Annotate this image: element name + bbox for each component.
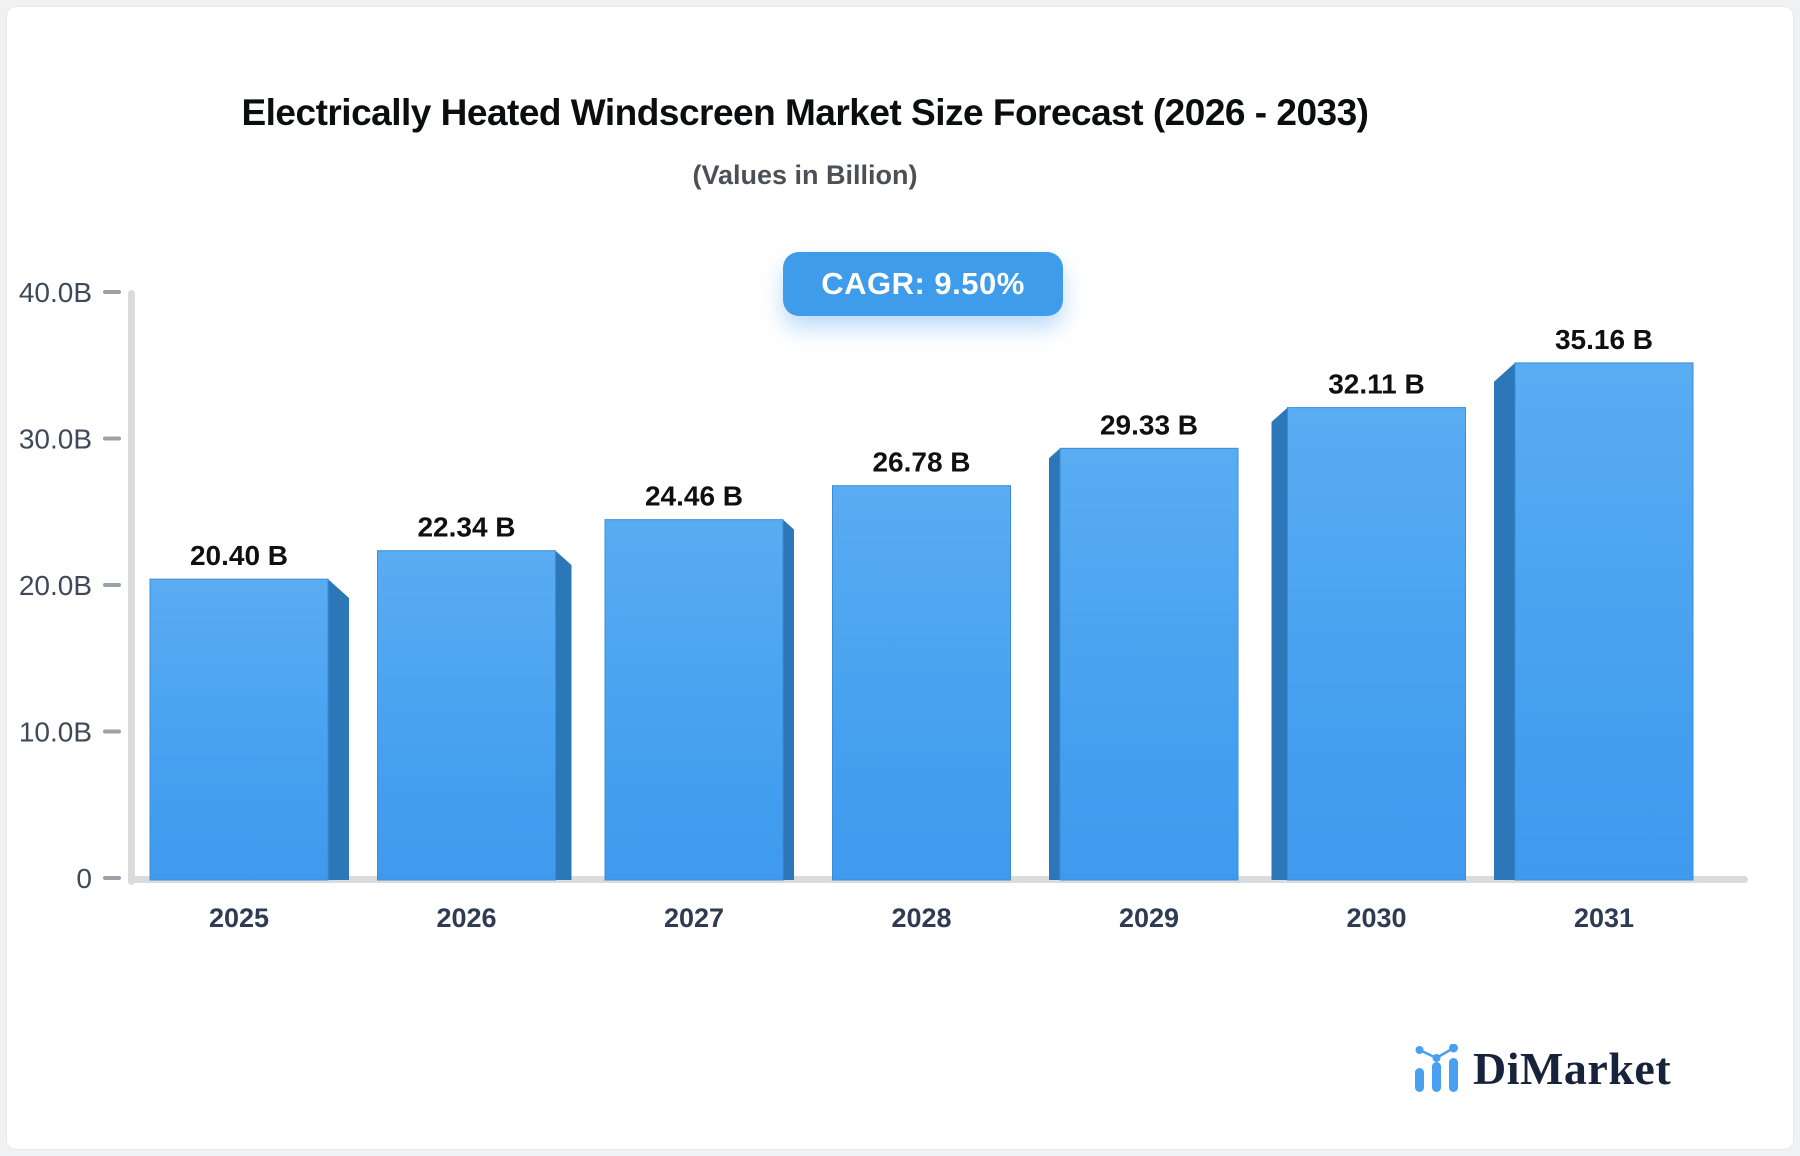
x-tick-label: 2030 [1346, 903, 1406, 933]
bar-value-label: 35.16 B [1555, 324, 1653, 355]
bar-side [783, 519, 794, 880]
bar [1287, 407, 1466, 881]
y-tick-label: 30.0B [19, 423, 92, 454]
bar-value-label: 32.11 B [1328, 369, 1425, 400]
bar-side [1049, 448, 1060, 880]
y-tick [103, 729, 121, 734]
bar-value-label: 22.34 B [417, 512, 515, 543]
cagr-badge: CAGR: 9.50% [783, 252, 1063, 316]
bar-side [555, 550, 572, 880]
dimarket-logo-text: DiMarket [1473, 1043, 1672, 1094]
dimarket-logo: DiMarket [1413, 1042, 1671, 1095]
y-tick [103, 290, 121, 294]
bar-side [1271, 407, 1288, 880]
x-tick-label: 2025 [209, 903, 269, 933]
y-tick-label: 40.0B [19, 277, 92, 308]
bar [832, 485, 1011, 881]
chart-title: Electrically Heated Windscreen Market Si… [241, 92, 1369, 133]
bar [604, 519, 784, 881]
x-tick-label: 2028 [891, 903, 951, 933]
bar-side [1494, 362, 1515, 880]
bar-value-label: 26.78 B [872, 447, 970, 478]
bar-value-label: 20.40 B [190, 540, 288, 571]
y-tick [103, 583, 121, 587]
bar-value-label: 24.46 B [645, 481, 743, 512]
x-tick-label: 2029 [1119, 903, 1179, 933]
y-tick [103, 876, 121, 880]
x-tick-label: 2031 [1574, 903, 1634, 933]
bar [149, 578, 329, 881]
y-tick-label: 10.0B [19, 716, 92, 747]
x-tick-label: 2027 [664, 903, 724, 933]
y-tick-label: 20.0B [19, 570, 92, 601]
bar [1059, 447, 1239, 881]
bar-side [328, 579, 349, 880]
bar [1514, 362, 1694, 881]
y-tick-label: 0 [76, 863, 92, 894]
bar-value-label: 29.33 B [1100, 409, 1198, 440]
y-tick [103, 436, 121, 441]
bar-chart-sparkline-icon [1415, 1043, 1458, 1092]
bar [377, 550, 556, 881]
x-tick-label: 2026 [436, 903, 496, 933]
y-axis-line [128, 290, 135, 885]
chart-subtitle: (Values in Billion) [692, 160, 918, 190]
